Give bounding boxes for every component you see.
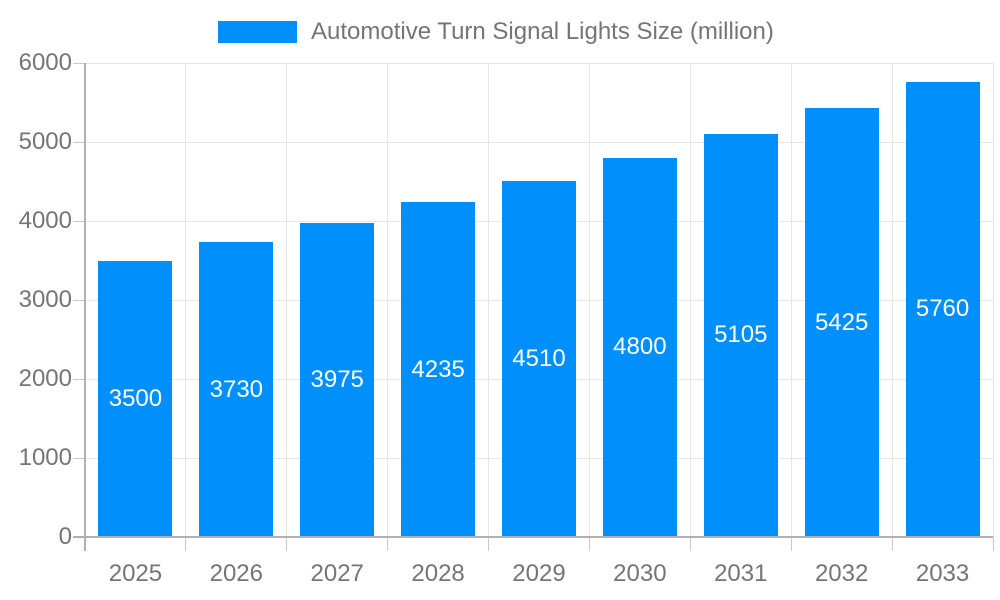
gridline-vertical: [689, 63, 691, 537]
x-tick-label: 2031: [714, 560, 768, 587]
y-axis-tick-mark: [73, 457, 85, 459]
y-tick-label: 1000: [18, 444, 72, 471]
bar-value-label: 3500: [108, 384, 163, 412]
bar: 4800: [602, 157, 677, 537]
gridline-vertical: [387, 63, 389, 537]
y-tick-label: 4000: [18, 207, 72, 234]
bar: 4510: [502, 180, 576, 537]
x-axis-tick-mark: [689, 537, 691, 551]
y-tick-label: 3000: [18, 286, 72, 313]
x-tick-label: 2027: [310, 560, 364, 587]
x-tick-label: 2029: [512, 560, 566, 587]
y-tick-label: 5000: [18, 128, 72, 155]
bar-value-label: 5105: [714, 321, 768, 349]
y-axis-line: [84, 63, 86, 551]
bar-value-label: 4800: [613, 333, 667, 361]
bar-value-label: 5760: [915, 295, 970, 323]
gridline-horizontal: [85, 62, 993, 64]
gridline-vertical: [790, 63, 792, 537]
x-axis-tick-mark: [992, 537, 994, 551]
x-tick-label: 2030: [613, 560, 667, 587]
bar: 5760: [905, 81, 980, 537]
x-tick-label: 2026: [209, 560, 263, 587]
bar-value-label: 3730: [209, 375, 264, 403]
x-tick-label: 2033: [915, 560, 970, 587]
y-axis-tick-mark: [73, 141, 85, 143]
x-axis-tick-mark: [387, 537, 389, 551]
x-axis-tick-mark: [790, 537, 792, 551]
x-tick-label: 2032: [814, 560, 869, 587]
bar-value-label: 4510: [512, 344, 566, 372]
y-axis-tick-mark: [73, 299, 85, 301]
bar: 5425: [804, 108, 879, 537]
x-axis-tick-mark: [588, 537, 590, 551]
x-axis-tick-mark: [891, 537, 893, 551]
bar: 5105: [703, 133, 778, 537]
bar-value-label: 4235: [411, 355, 465, 383]
bar: 3730: [199, 242, 274, 537]
bar: 3500: [98, 260, 173, 537]
gridline-horizontal: [85, 141, 993, 143]
y-axis-tick-mark: [73, 220, 85, 222]
legend-item[interactable]: Automotive Turn Signal Lights Size (mill…: [218, 18, 774, 45]
x-axis-tick-mark: [185, 537, 187, 551]
gridline-vertical: [992, 63, 994, 537]
bar-value-label: 5425: [814, 308, 869, 336]
gridline-vertical: [488, 63, 490, 537]
bar-value-label: 3975: [310, 365, 364, 393]
x-axis-tick-mark: [286, 537, 288, 551]
x-tick-label: 2025: [108, 560, 163, 587]
y-tick-label: 0: [58, 523, 72, 550]
gridline-vertical: [588, 63, 590, 537]
bar: 4235: [401, 202, 476, 537]
gridline-vertical: [286, 63, 288, 537]
bar: 3975: [300, 222, 375, 537]
legend-swatch-icon: [218, 21, 297, 43]
y-axis-tick-mark: [73, 62, 85, 64]
y-axis-tick-mark: [73, 378, 85, 380]
gridline-vertical: [891, 63, 893, 537]
x-tick-label: 2028: [411, 560, 465, 587]
gridline-vertical: [185, 63, 187, 537]
x-axis-line: [73, 536, 993, 538]
legend-label: Automotive Turn Signal Lights Size (mill…: [311, 18, 774, 45]
x-axis-tick-mark: [488, 537, 490, 551]
y-tick-label: 6000: [18, 49, 72, 76]
y-tick-label: 2000: [18, 365, 72, 392]
